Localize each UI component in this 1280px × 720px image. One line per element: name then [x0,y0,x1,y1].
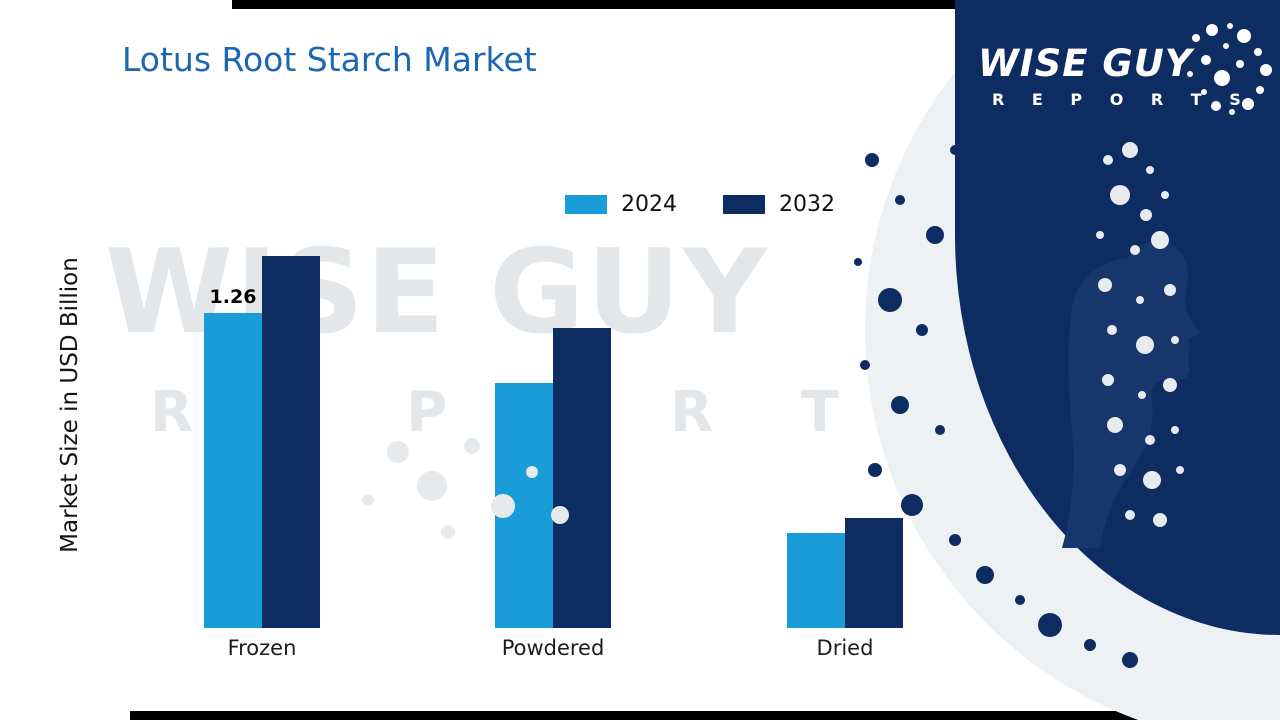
category-label-frozen: Frozen [227,636,297,660]
top-edge-strip [232,0,1280,9]
legend-swatch-2032 [723,195,765,214]
legend-item-2032: 2032 [723,192,835,217]
category-label-powdered: Powdered [501,636,605,660]
bar-2032-powdered [553,328,611,628]
bar-group-powdered: Powdered [495,228,611,660]
wiseguy-logo-subtext: R E P O R T S [992,90,1252,109]
chart-legend: 2024 2032 [565,192,835,217]
bar-2024-powdered [495,383,553,628]
bar-value-label: 1.26 [209,286,257,308]
category-label-dried: Dried [816,636,874,660]
bar-group-dried: Dried [787,228,903,660]
legend-label-2024: 2024 [621,192,677,217]
bottom-edge-strip [130,711,1150,720]
bar-2032-dried [845,518,903,628]
chart-title: Lotus Root Starch Market [122,40,537,79]
legend-swatch-2024 [565,195,607,214]
legend-item-2024: 2024 [565,192,677,217]
bar-2024-frozen: 1.26 [204,286,262,628]
legend-label-2032: 2032 [779,192,835,217]
bar-2024-dried [787,533,845,628]
bar-group-frozen: 1.26 Frozen [204,228,320,660]
plot-area: 1.26 Frozen Powdered Dried [0,228,960,660]
wiseguy-logo-text: WISE GUY [978,42,1193,85]
bar-2032-frozen [262,256,320,628]
